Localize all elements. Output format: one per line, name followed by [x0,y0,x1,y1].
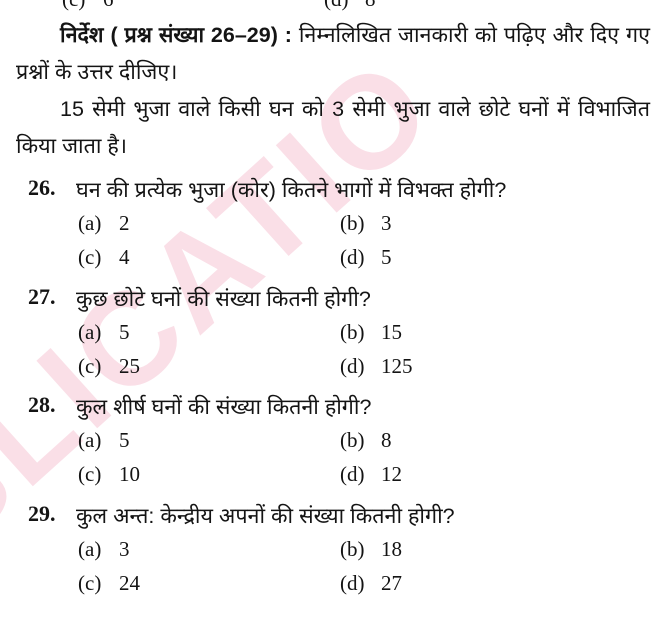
instruction-bold-label: निर्देश ( प्रश्न संख्या 26–29) : [60,23,292,47]
question-number: 29. [28,501,56,526]
option-27-b[interactable]: (b) 15 [340,320,402,345]
question-26: 26. घन की प्रत्येक भुजा (कोर) कितने भागो… [16,175,656,209]
option-value: 3 [381,211,392,235]
option-value: 8 [381,428,392,452]
option-key: (a) [78,428,102,452]
question-28: 28. कुल शीर्ष घनों की संख्या कितनी होगी? [16,392,656,426]
option-value: 5 [381,245,392,269]
option-28-d[interactable]: (d) 12 [340,462,402,487]
question-27: 27. कुछ छोटे घनों की संख्या कितनी होगी? [16,284,656,318]
option-28-a[interactable]: (a) 5 [78,428,130,453]
option-value: 10 [119,462,140,486]
option-value: 2 [119,211,130,235]
question-text: कुछ छोटे घनों की संख्या कितनी होगी? [76,287,371,311]
option-key: (b) [340,537,365,561]
passage-text: 15 सेमी भुजा वाले किसी घन को 3 सेमी भुजा… [16,97,650,158]
option-27-d[interactable]: (d) 125 [340,354,413,379]
question-26-option-row-1: (a) 2 (b) 3 [16,211,656,244]
option-key: (c) [78,571,102,595]
question-27-option-row-2: (c) 25 (d) 125 [16,354,656,387]
option-29-a[interactable]: (a) 3 [78,537,130,562]
option-value: 125 [381,354,413,378]
clipped-option-d: (d) 8 [324,0,376,12]
option-key: (a) [78,211,102,235]
instruction-paragraph: निर्देश ( प्रश्न संख्या 26–29) : निम्नलि… [16,17,650,91]
question-29-option-row-1: (a) 3 (b) 18 [16,537,656,570]
option-26-b[interactable]: (b) 3 [340,211,392,236]
instruction-body: निम्नलिखित जानकारी को पढ़िए और दिए गए प्… [16,23,650,84]
option-key: (d) [324,0,356,12]
question-number: 26. [28,175,56,200]
passage-paragraph: 15 सेमी भुजा वाले किसी घन को 3 सेमी भुजा… [16,91,650,165]
option-key: (a) [78,320,102,344]
option-value: 12 [381,462,402,486]
option-27-a[interactable]: (a) 5 [78,320,130,345]
option-29-d[interactable]: (d) 27 [340,571,402,596]
clipped-option-c: (c) 6 [62,0,114,12]
option-29-c[interactable]: (c) 24 [78,571,140,596]
option-value: 4 [119,245,130,269]
option-value: 8 [365,0,376,12]
option-28-c[interactable]: (c) 10 [78,462,140,487]
question-text: कुल शीर्ष घनों की संख्या कितनी होगी? [76,395,372,419]
option-value: 18 [381,537,402,561]
option-26-d[interactable]: (d) 5 [340,245,392,270]
option-key: (c) [78,462,102,486]
option-key: (b) [340,428,365,452]
question-28-option-row-1: (a) 5 (b) 8 [16,428,656,461]
question-text: घन की प्रत्येक भुजा (कोर) कितने भागों मे… [76,178,507,202]
question-29: 29. कुल अन्त: केन्द्रीय अपनों की संख्या … [16,501,656,535]
option-key: (c) [78,245,102,269]
question-26-option-row-2: (c) 4 (d) 5 [16,245,656,278]
question-number: 28. [28,392,56,417]
option-28-b[interactable]: (b) 8 [340,428,392,453]
option-value: 3 [119,537,130,561]
option-key: (d) [340,354,365,378]
option-value: 15 [381,320,402,344]
option-key: (d) [340,571,365,595]
option-key: (c) [62,0,94,12]
option-value: 5 [119,320,130,344]
option-value: 24 [119,571,140,595]
option-value: 25 [119,354,140,378]
option-29-b[interactable]: (b) 18 [340,537,402,562]
option-key: (c) [78,354,102,378]
option-key: (b) [340,320,365,344]
option-26-a[interactable]: (a) 2 [78,211,130,236]
question-27-option-row-1: (a) 5 (b) 15 [16,320,656,353]
option-value: 6 [103,0,114,12]
question-28-option-row-2: (c) 10 (d) 12 [16,462,656,495]
clipped-option-row: (c) 6 (d) 8 [0,0,662,13]
option-key: (b) [340,211,365,235]
option-27-c[interactable]: (c) 25 [78,354,140,379]
option-26-c[interactable]: (c) 4 [78,245,130,270]
option-key: (a) [78,537,102,561]
question-29-option-row-2: (c) 24 (d) 27 [16,571,656,604]
option-value: 27 [381,571,402,595]
option-value: 5 [119,428,130,452]
question-text: कुल अन्त: केन्द्रीय अपनों की संख्या कितन… [76,504,455,528]
option-key: (d) [340,245,365,269]
question-number: 27. [28,284,56,309]
option-key: (d) [340,462,365,486]
